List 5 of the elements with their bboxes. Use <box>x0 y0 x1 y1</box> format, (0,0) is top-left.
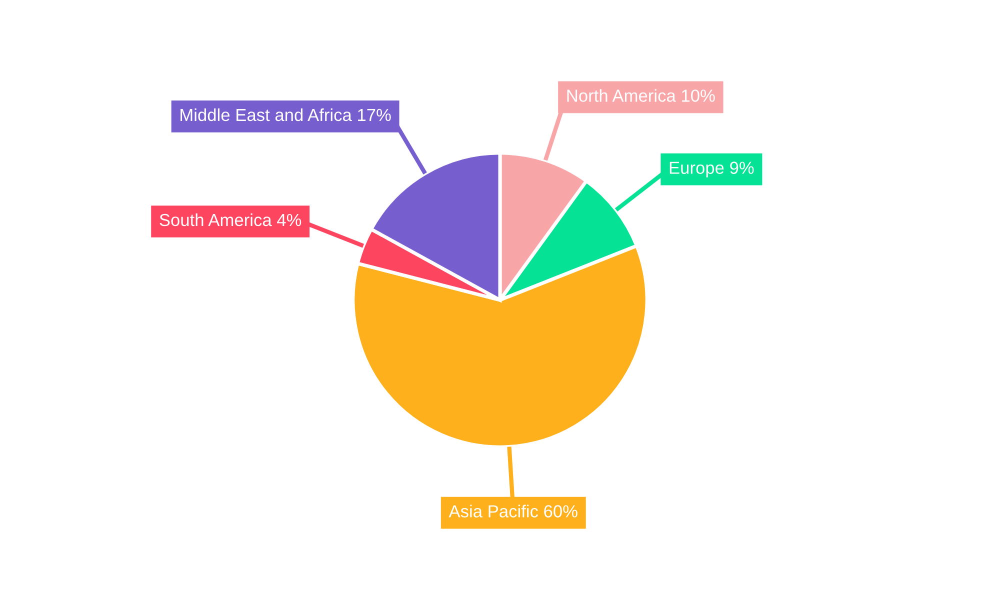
slice-label: Asia Pacific 60% <box>448 504 578 518</box>
slice-label: South America 4% <box>160 213 302 226</box>
slice-label: Middle East and Africa 17% <box>180 108 391 122</box>
slice-label: Europe 9% <box>670 162 754 178</box>
slice-label: North America 10% <box>567 89 715 102</box>
